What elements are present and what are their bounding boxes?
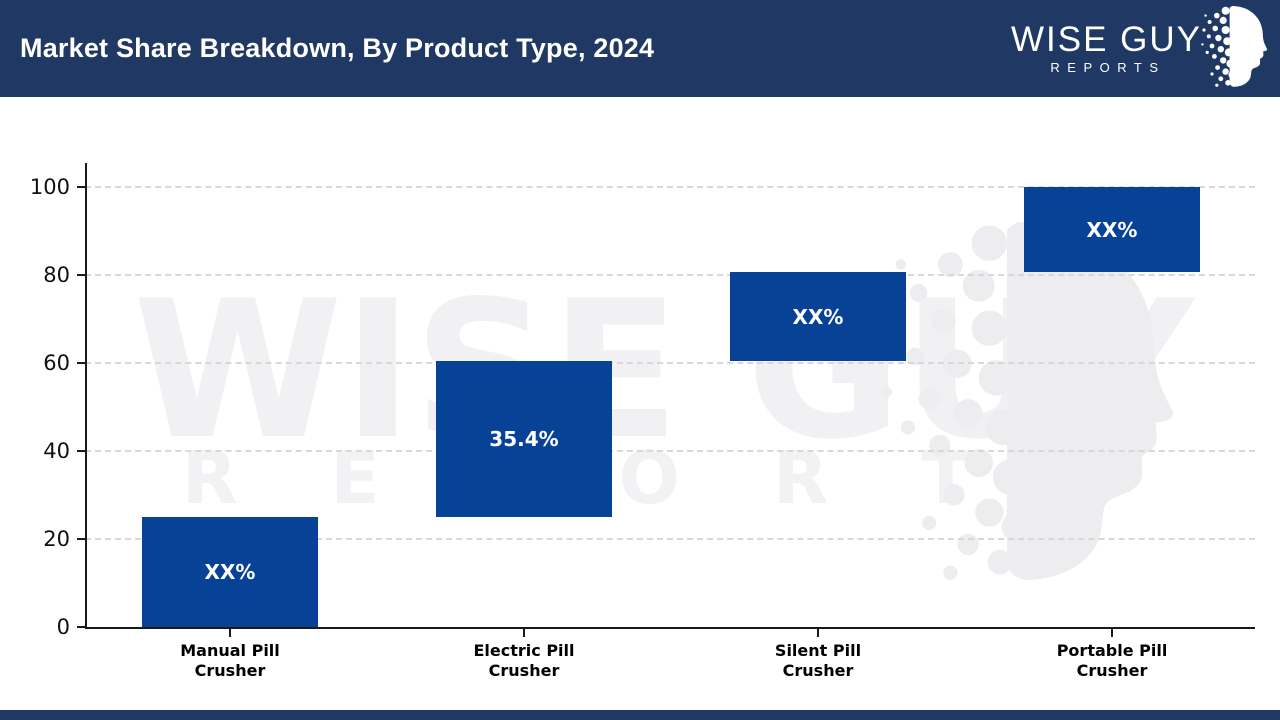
bar-value-label: 35.4% — [489, 427, 559, 452]
bar-manual-pill-crusher: XX% — [142, 517, 318, 627]
x-axis-category-label: Portable Pill Crusher — [1056, 641, 1168, 680]
logo-subtitle: REPORTS — [1050, 60, 1166, 75]
gridline-y-80 — [85, 274, 1255, 276]
x-axis-line — [85, 627, 1255, 629]
y-axis-tick — [77, 274, 85, 276]
gridline-y-40 — [85, 450, 1255, 452]
y-axis-tick — [77, 538, 85, 540]
x-axis-tick — [523, 629, 525, 637]
y-axis-tick — [77, 450, 85, 452]
logo-wordmark: WISE GUY — [1010, 20, 1202, 59]
bar-portable-pill-crusher: XX% — [1024, 187, 1200, 273]
waterfall-chart: WISE GUY R E P O R T S 0 20 40 60 80 100 XX% Ma… — [0, 97, 1280, 710]
x-axis-tick — [817, 629, 819, 637]
gridline-y-20 — [85, 538, 1255, 540]
x-axis-category-label: Silent Pill Crusher — [774, 641, 862, 680]
y-axis-line — [85, 163, 87, 629]
bar-silent-pill-crusher: XX% — [730, 272, 906, 362]
y-axis-tick-label: 0 — [56, 615, 70, 639]
footer-bar — [0, 710, 1280, 720]
x-axis-category-label: Electric Pill Crusher — [473, 641, 575, 680]
bar-value-label: XX% — [204, 560, 256, 584]
header-banner: Market Share Breakdown, By Product Type,… — [0, 0, 1280, 97]
bar-value-label: XX% — [792, 304, 844, 329]
bar-value-label: XX% — [1086, 217, 1138, 242]
y-axis-tick-label: 100 — [29, 175, 70, 199]
y-axis-tick-label: 60 — [43, 351, 70, 375]
chart-title: Market Share Breakdown, By Product Type,… — [20, 33, 655, 63]
y-axis-tick — [77, 626, 85, 628]
gridline-y-60 — [85, 362, 1255, 364]
wiseguy-logo-text: WISE GUY REPORTS — [1011, 22, 1202, 74]
gridline-y-100 — [85, 186, 1255, 188]
y-axis-tick — [77, 186, 85, 188]
bar-electric-pill-crusher: 35.4% — [436, 361, 612, 517]
y-axis-tick-label: 80 — [43, 263, 70, 287]
y-axis-tick — [77, 362, 85, 364]
y-axis-tick-label: 20 — [43, 527, 70, 551]
x-axis-tick — [229, 629, 231, 637]
wiseguy-logo: WISE GUY REPORTS — [1011, 6, 1268, 90]
x-axis-category-label: Manual Pill Crusher — [180, 641, 280, 680]
x-axis-tick — [1111, 629, 1113, 637]
y-axis-tick-label: 40 — [43, 439, 70, 463]
